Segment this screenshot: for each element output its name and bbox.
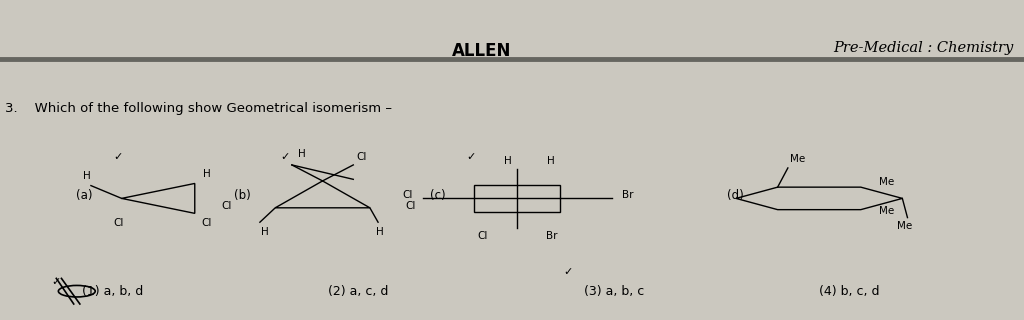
Text: ✓: ✓ <box>280 152 290 162</box>
Text: ✓: ✓ <box>466 152 476 162</box>
Text: Cl: Cl <box>202 218 212 228</box>
Text: H: H <box>298 149 306 159</box>
Text: (d): (d) <box>727 189 743 202</box>
Text: Cl: Cl <box>114 218 124 228</box>
Text: Cl: Cl <box>401 190 413 200</box>
Text: Me: Me <box>897 221 912 231</box>
Text: (1) a, b, d: (1) a, b, d <box>82 285 143 298</box>
Text: 3.    Which of the following show Geometrical isomerism –: 3. Which of the following show Geometric… <box>5 102 392 115</box>
Text: Cl: Cl <box>222 201 232 211</box>
Text: Me: Me <box>880 206 894 216</box>
Text: Br: Br <box>622 190 634 200</box>
Text: Pre-Medical : Chemistry: Pre-Medical : Chemistry <box>834 41 1014 55</box>
Text: (4) b, c, d: (4) b, c, d <box>819 285 880 298</box>
Text: ALLEN: ALLEN <box>452 42 511 60</box>
Text: H: H <box>547 156 555 166</box>
Text: (c): (c) <box>430 189 445 202</box>
Text: (b): (b) <box>234 189 251 202</box>
Text: H: H <box>376 227 384 237</box>
Text: Cl: Cl <box>477 231 487 241</box>
Text: Me: Me <box>880 177 894 187</box>
Text: ✓: ✓ <box>51 276 61 287</box>
Text: Me: Me <box>790 154 805 164</box>
Text: ✓: ✓ <box>113 152 123 162</box>
Text: H: H <box>261 227 269 237</box>
Text: Cl: Cl <box>356 152 367 162</box>
Text: (a): (a) <box>76 189 92 202</box>
Text: H: H <box>203 169 211 179</box>
Text: Cl: Cl <box>406 201 416 211</box>
Text: ✓: ✓ <box>563 267 573 277</box>
Text: Br: Br <box>546 231 557 241</box>
Text: H: H <box>504 156 512 166</box>
Text: (3) a, b, c: (3) a, b, c <box>584 285 644 298</box>
Text: (2) a, c, d: (2) a, c, d <box>328 285 388 298</box>
Text: H: H <box>83 171 91 181</box>
